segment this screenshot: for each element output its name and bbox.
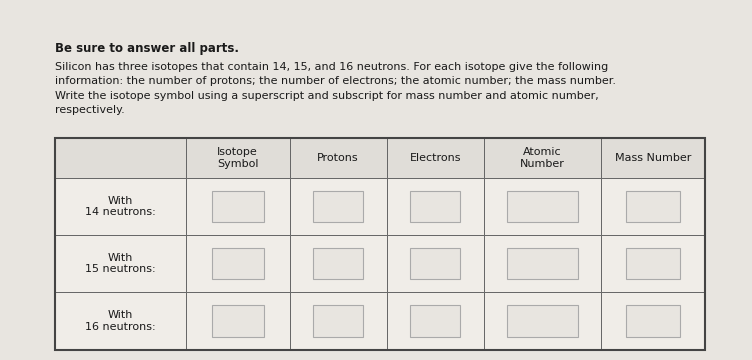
Bar [211, 191, 263, 222]
Bar [601, 292, 705, 350]
Bar [484, 235, 601, 292]
Text: Protons: Protons [317, 153, 359, 163]
Text: Be sure to answer all parts.: Be sure to answer all parts. [55, 42, 239, 55]
Bar [211, 248, 263, 279]
Bar [186, 235, 290, 292]
Text: Mass Number: Mass Number [615, 153, 691, 163]
Bar [313, 191, 363, 222]
Bar [626, 248, 680, 279]
Bar [410, 191, 460, 222]
Bar [55, 292, 186, 350]
Bar [290, 178, 387, 235]
Bar [508, 305, 578, 337]
Bar [387, 235, 484, 292]
Bar [290, 138, 387, 178]
Text: With
15 neutrons:: With 15 neutrons: [85, 253, 156, 274]
Bar [387, 178, 484, 235]
Bar [186, 138, 290, 178]
Bar [55, 138, 186, 178]
Bar [211, 305, 263, 337]
Bar [626, 305, 680, 337]
Bar [313, 305, 363, 337]
Text: Atomic
Number: Atomic Number [520, 147, 565, 169]
Bar [484, 178, 601, 235]
Bar [410, 305, 460, 337]
Bar [55, 235, 186, 292]
Text: With
16 neutrons:: With 16 neutrons: [85, 310, 156, 332]
Bar [601, 178, 705, 235]
Bar [55, 178, 186, 235]
Bar [290, 292, 387, 350]
Text: Electrons: Electrons [410, 153, 461, 163]
Bar [601, 138, 705, 178]
Bar [626, 191, 680, 222]
Bar [484, 138, 601, 178]
Bar [508, 248, 578, 279]
Bar [508, 191, 578, 222]
Bar [484, 292, 601, 350]
Bar [186, 292, 290, 350]
Text: With
14 neutrons:: With 14 neutrons: [85, 196, 156, 217]
Bar [387, 138, 484, 178]
Bar [313, 248, 363, 279]
Bar [410, 248, 460, 279]
Bar [186, 178, 290, 235]
Text: Silicon has three isotopes that contain 14, 15, and 16 neutrons. For each isotop: Silicon has three isotopes that contain … [55, 62, 616, 115]
Bar [387, 292, 484, 350]
Bar [55, 138, 705, 350]
Bar [601, 235, 705, 292]
Text: Isotope
Symbol: Isotope Symbol [217, 147, 259, 169]
Bar [290, 235, 387, 292]
